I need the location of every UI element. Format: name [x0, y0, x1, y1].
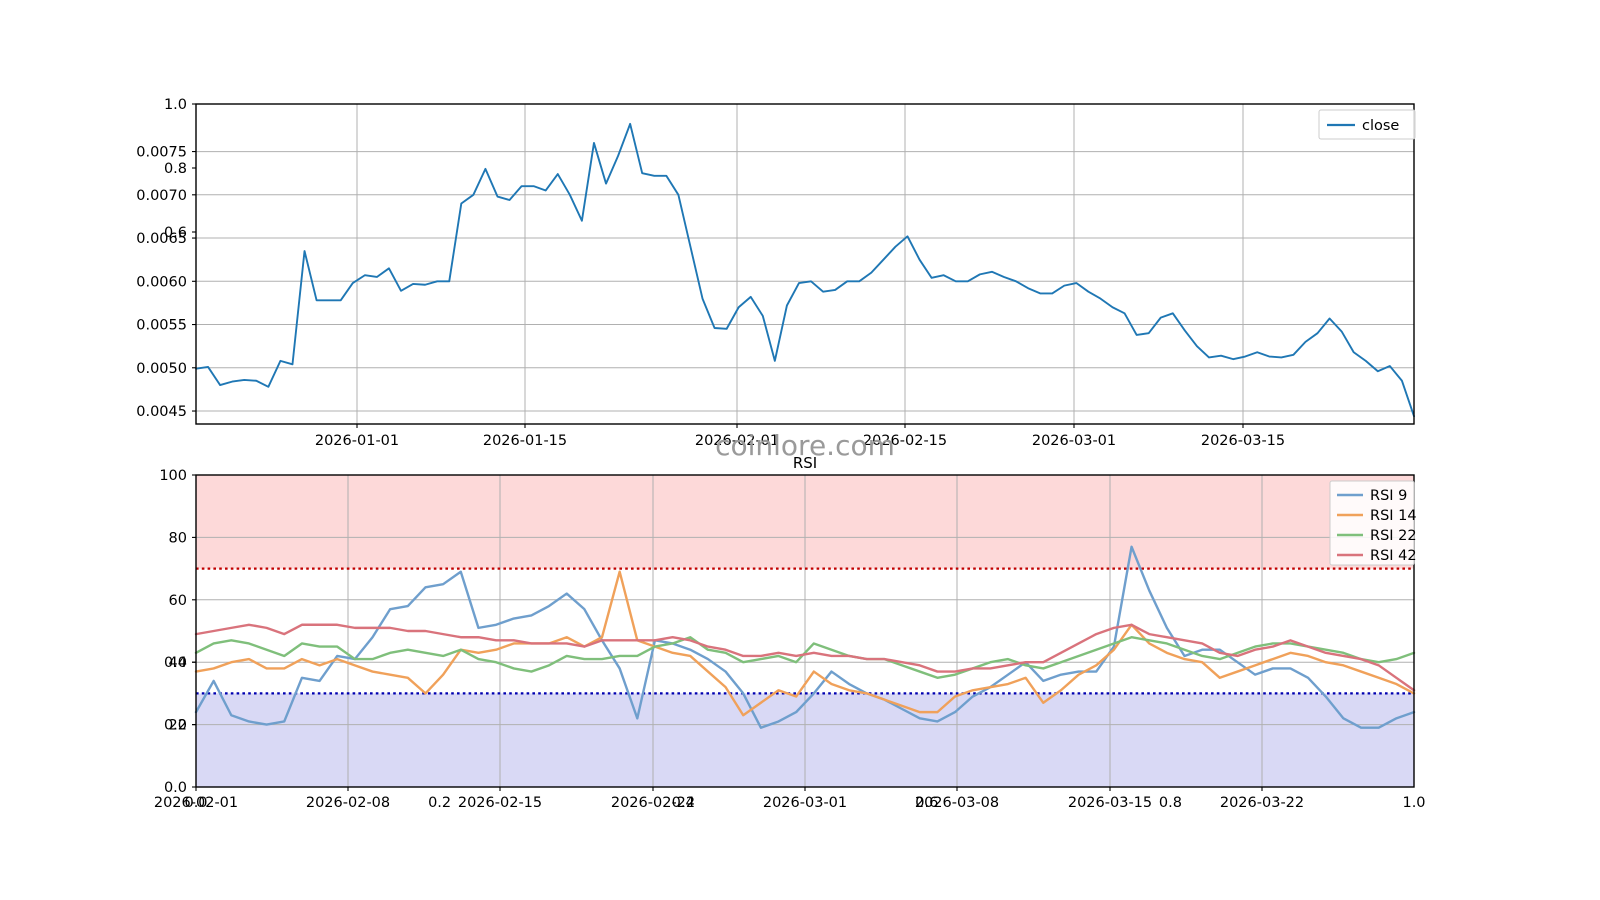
rsi-subplot-title: RSI [793, 454, 817, 472]
rsi-y-overlay-label: 0.0 [164, 780, 187, 796]
rsi-y-tick-label: 100 [159, 468, 187, 484]
rsi-y-tick-label: 60 [169, 593, 187, 609]
rsi-line-rsi-14 [194, 570, 1416, 717]
rsi-x-overlay-label: 0.2 [428, 795, 451, 811]
rsi-x-tick-label: 2026-02-08 [306, 795, 390, 811]
price-x-tick-label: 2026-01-15 [483, 433, 567, 449]
price-close-line [195, 122, 1415, 418]
rsi-line-rsi-9 [194, 545, 1416, 729]
rsi-legend-label-rsi-22: RSI 22 [1370, 528, 1417, 544]
price-x-tick-label: 2026-02-01 [695, 433, 779, 449]
price-y-overlay-label: 0.8 [164, 161, 187, 177]
rsi-line-rsi-42 [194, 623, 1416, 692]
rsi-legend[interactable]: RSI 9 RSI 14 RSI 22 RSI 42 [1329, 480, 1417, 566]
rsi-legend-box [1329, 480, 1415, 566]
price-y-tick-label: 0.0045 [136, 404, 187, 420]
rsi-x-tick-label: 2026-03-08 [915, 795, 999, 811]
rsi-y-tick-label: 20 [169, 718, 187, 734]
price-axes-frame [195, 103, 1415, 425]
price-x-tick-label: 2026-02-15 [863, 433, 947, 449]
rsi-legend-label-rsi-42: RSI 42 [1370, 548, 1417, 564]
price-y-overlay-label: 1.0 [164, 97, 187, 113]
rsi-x-overlay-label: 0.6 [915, 795, 938, 811]
price-y-tick-label: 0.0070 [136, 188, 187, 204]
price-y-tick-label: 0.0060 [136, 274, 187, 290]
watermark: coinlore.com [715, 429, 895, 462]
price-legend-box [1318, 109, 1416, 140]
price-panel: 2026-01-01 2026-01-15 2026-02-01 2026-02-15… [136, 97, 1415, 449]
price-y-overlay-label: 0.6 [164, 225, 187, 241]
rsi-y-overlay-label: 0.4 [164, 655, 187, 671]
price-y-tick-label: 0.0050 [136, 361, 187, 377]
rsi-x-tick-label: 2026-03-15 [1068, 795, 1152, 811]
rsi-panel: 2026-02-01 2026-02-08 2026-02-15 2026-02-22… [154, 468, 1426, 811]
rsi-y-tick-label: 40 [169, 655, 187, 671]
rsi-legend-label-rsi-9: RSI 9 [1370, 488, 1407, 504]
rsi-x-tick-label: 2026-02-15 [458, 795, 542, 811]
rsi-x-overlay-label: 1.0 [1402, 795, 1425, 811]
price-y-tick-label: 0.0055 [136, 318, 187, 334]
price-x-tick-label: 2026-01-01 [315, 433, 399, 449]
rsi-x-tick-label: 2026-02-01 [154, 795, 238, 811]
price-x-tick-label: 2026-03-15 [1201, 433, 1285, 449]
rsi-axes-frame [195, 474, 1415, 788]
rsi-x-tick-label: 2026-03-22 [1220, 795, 1304, 811]
rsi-x-overlay-label: 0.8 [1159, 795, 1182, 811]
rsi-x-tick-label: 2026-03-01 [763, 795, 847, 811]
rsi-x-tick-label: 2026-02-22 [611, 795, 695, 811]
price-x-tick-label: 2026-03-01 [1032, 433, 1116, 449]
rsi-line-rsi-22 [194, 636, 1416, 679]
price-legend[interactable]: close [1318, 109, 1416, 140]
rsi-x-overlay-label: 0.4 [672, 795, 695, 811]
rsi-x-overlay-label: 0.0 [184, 795, 207, 811]
rsi-y-tick-label: 80 [169, 530, 187, 546]
price-legend-label-close: close [1362, 118, 1399, 134]
price-y-tick-label: 0.0075 [136, 145, 187, 161]
rsi-legend-label-rsi-14: RSI 14 [1370, 508, 1417, 524]
rsi-y-overlay-label: 0.2 [164, 718, 187, 734]
price-y-tick-label: 0.0065 [136, 231, 187, 247]
